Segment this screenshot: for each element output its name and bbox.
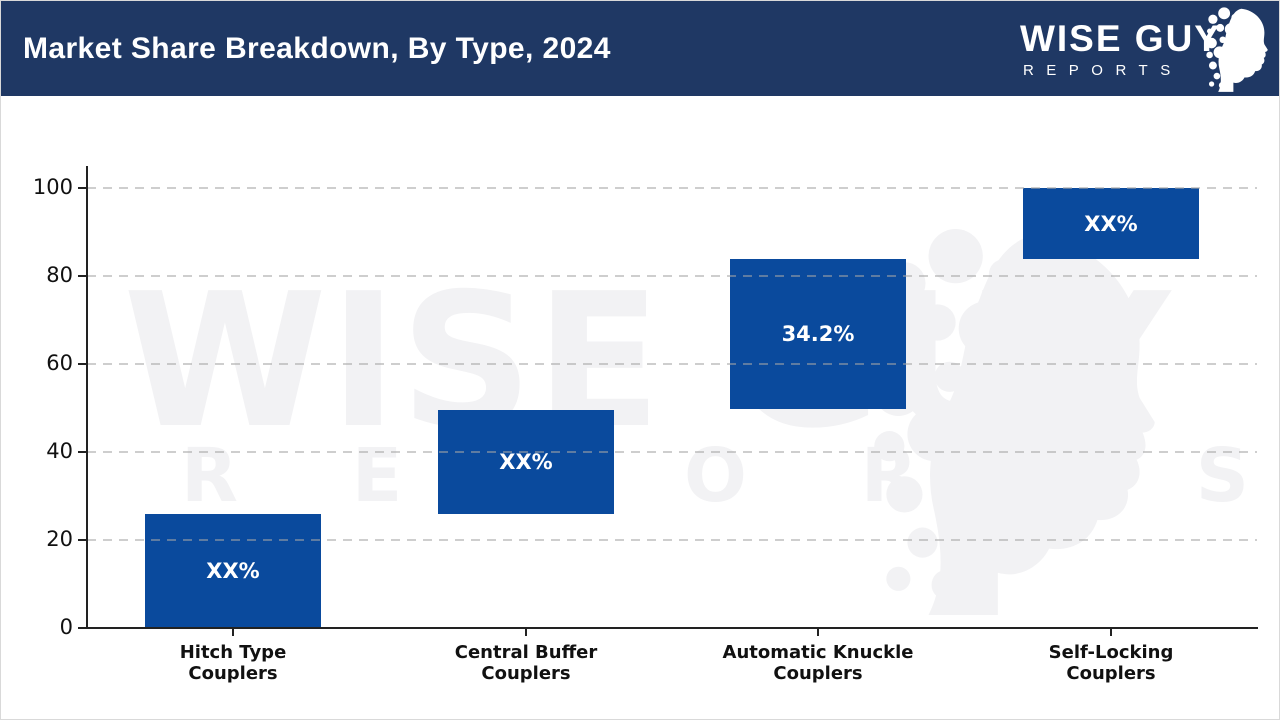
bar-value-label: XX%	[499, 450, 553, 474]
bar	[438, 410, 614, 514]
brand-logo: WISE GUY REPORTS	[1020, 5, 1271, 93]
x-category-label: Self-Locking Couplers	[1048, 642, 1174, 684]
y-tick-label: 100	[32, 175, 73, 199]
header: Market Share Breakdown, By Type, 2024 WI…	[1, 1, 1279, 96]
x-category-label: Central Buffer Couplers	[454, 642, 598, 684]
x-tick-mark	[232, 628, 234, 636]
x-category-label: Hitch Type Couplers	[179, 642, 287, 684]
plot-area: 0 20 40 60 80 100 XX% XX% 34.2% XX% Hitch Type Cou…	[1, 96, 1279, 719]
brand-wordmark: WISE GUY REPORTS	[1020, 20, 1221, 79]
y-tick-mark	[78, 539, 87, 541]
x-category-label: Automatic Knuckle Couplers	[722, 642, 914, 684]
bar	[1023, 188, 1199, 259]
y-tick-mark	[78, 451, 87, 453]
y-tick-label: 0	[59, 615, 73, 639]
bar	[145, 514, 321, 628]
grid-line	[87, 275, 1257, 277]
bar	[730, 259, 906, 409]
x-tick-mark	[525, 628, 527, 636]
grid-line	[87, 451, 1257, 453]
bar-value-label: 34.2%	[781, 322, 855, 346]
bar-value-label: XX%	[1084, 211, 1138, 236]
brand-subtitle: REPORTS	[1022, 61, 1183, 79]
y-tick-label: 20	[46, 527, 73, 551]
y-tick-mark	[78, 187, 87, 189]
y-tick-label: 80	[46, 263, 73, 287]
y-tick-label: 40	[46, 439, 73, 463]
brand-head-icon	[1206, 7, 1268, 92]
grid-line	[87, 363, 1257, 365]
brand-name: WISE GUY	[1019, 17, 1221, 59]
x-axis-line	[86, 627, 1258, 629]
y-axis-line	[86, 166, 88, 629]
x-tick-mark	[1110, 628, 1112, 636]
grid-line	[87, 187, 1257, 189]
page-title: Market Share Breakdown, By Type, 2024	[23, 31, 611, 65]
watermark-head-icon	[874, 229, 1155, 615]
y-tick-mark	[78, 275, 87, 277]
y-tick-label: 60	[46, 351, 73, 375]
y-tick-mark	[78, 627, 87, 629]
grid-line	[87, 539, 1257, 541]
bar-value-label: XX%	[206, 559, 260, 583]
x-tick-mark	[817, 628, 819, 636]
y-tick-mark	[78, 363, 87, 365]
